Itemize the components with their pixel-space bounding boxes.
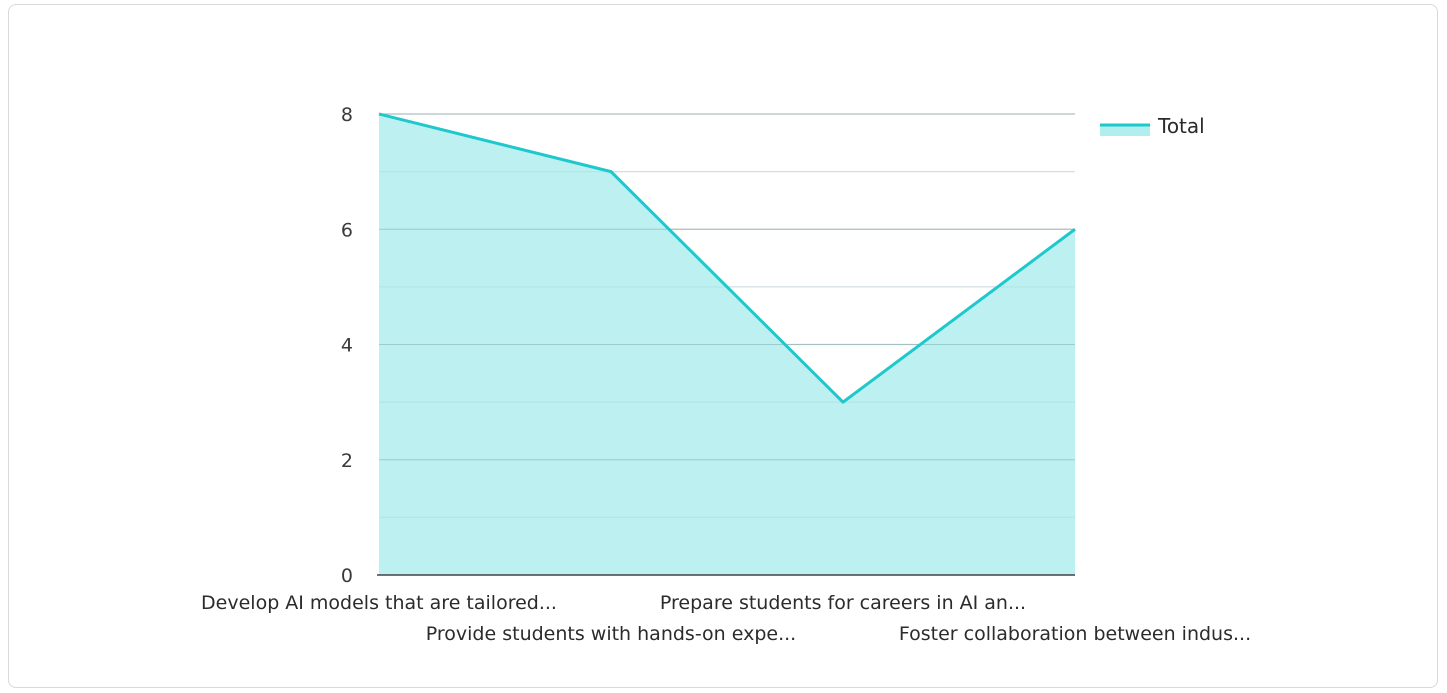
y-tick-label: 6 — [341, 219, 353, 241]
x-category-label: Foster collaboration between indus... — [899, 623, 1251, 645]
y-tick-label: 8 — [341, 104, 353, 126]
x-category-label: Prepare students for careers in AI an... — [660, 592, 1026, 614]
legend-swatch-fill — [1100, 124, 1150, 136]
x-category-label: Provide students with hands-on expe... — [426, 623, 796, 645]
legend-label-total: Total — [1157, 114, 1205, 138]
series-line-total — [378, 112, 1076, 404]
y-tick-label: 4 — [341, 335, 353, 357]
x-category-label: Develop AI models that are tailored... — [201, 592, 557, 614]
y-tick-label: 2 — [341, 450, 353, 472]
x-category-labels: Develop AI models that are tailored... Pr… — [201, 592, 1251, 645]
legend[interactable]: Total — [1100, 114, 1205, 138]
y-tick-labels: 0 2 4 6 8 — [341, 104, 353, 587]
y-tick-label: 0 — [341, 565, 353, 587]
